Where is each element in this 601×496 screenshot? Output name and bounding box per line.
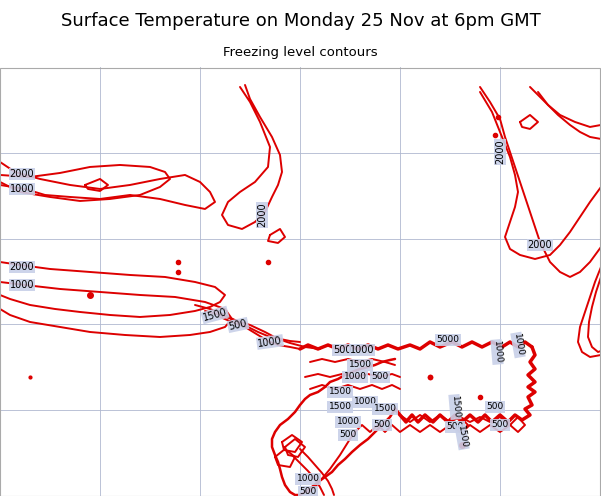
Text: 1000: 1000 bbox=[257, 335, 283, 349]
Text: 500: 500 bbox=[340, 431, 356, 439]
Text: 2000: 2000 bbox=[10, 169, 34, 179]
Text: 2000: 2000 bbox=[10, 262, 34, 272]
Text: 1500: 1500 bbox=[450, 395, 460, 419]
Text: 500: 500 bbox=[371, 372, 389, 381]
Text: 2000: 2000 bbox=[528, 240, 552, 250]
Text: 1000: 1000 bbox=[350, 345, 374, 355]
Text: 500: 500 bbox=[228, 318, 248, 332]
Text: Surface Temperature on Monday 25 Nov at 6pm GMT: Surface Temperature on Monday 25 Nov at … bbox=[61, 12, 540, 30]
Text: 1500: 1500 bbox=[329, 387, 352, 396]
Text: 2000: 2000 bbox=[257, 203, 267, 227]
Text: 500: 500 bbox=[333, 345, 351, 355]
Text: 500: 500 bbox=[373, 421, 391, 430]
Text: 1000: 1000 bbox=[492, 340, 502, 364]
Text: 500: 500 bbox=[486, 402, 504, 412]
Text: 1500: 1500 bbox=[456, 425, 468, 449]
Text: 1500: 1500 bbox=[329, 402, 352, 412]
Text: 1500: 1500 bbox=[349, 361, 371, 370]
Text: 5000: 5000 bbox=[436, 335, 460, 345]
Text: 1000: 1000 bbox=[511, 333, 525, 357]
Text: 500: 500 bbox=[299, 488, 317, 496]
Text: 1000: 1000 bbox=[353, 397, 376, 407]
Text: 500: 500 bbox=[492, 421, 508, 430]
Text: 1500: 1500 bbox=[373, 405, 397, 414]
Text: 1000: 1000 bbox=[337, 418, 359, 427]
Text: 1000: 1000 bbox=[344, 372, 367, 381]
Text: 500: 500 bbox=[447, 423, 463, 432]
Text: 1000: 1000 bbox=[10, 280, 34, 290]
Text: 2000: 2000 bbox=[495, 140, 505, 164]
Text: 1000: 1000 bbox=[10, 184, 34, 194]
Text: 1000: 1000 bbox=[296, 475, 320, 484]
Text: 1500: 1500 bbox=[202, 307, 228, 323]
Text: Freezing level contours: Freezing level contours bbox=[223, 46, 378, 59]
